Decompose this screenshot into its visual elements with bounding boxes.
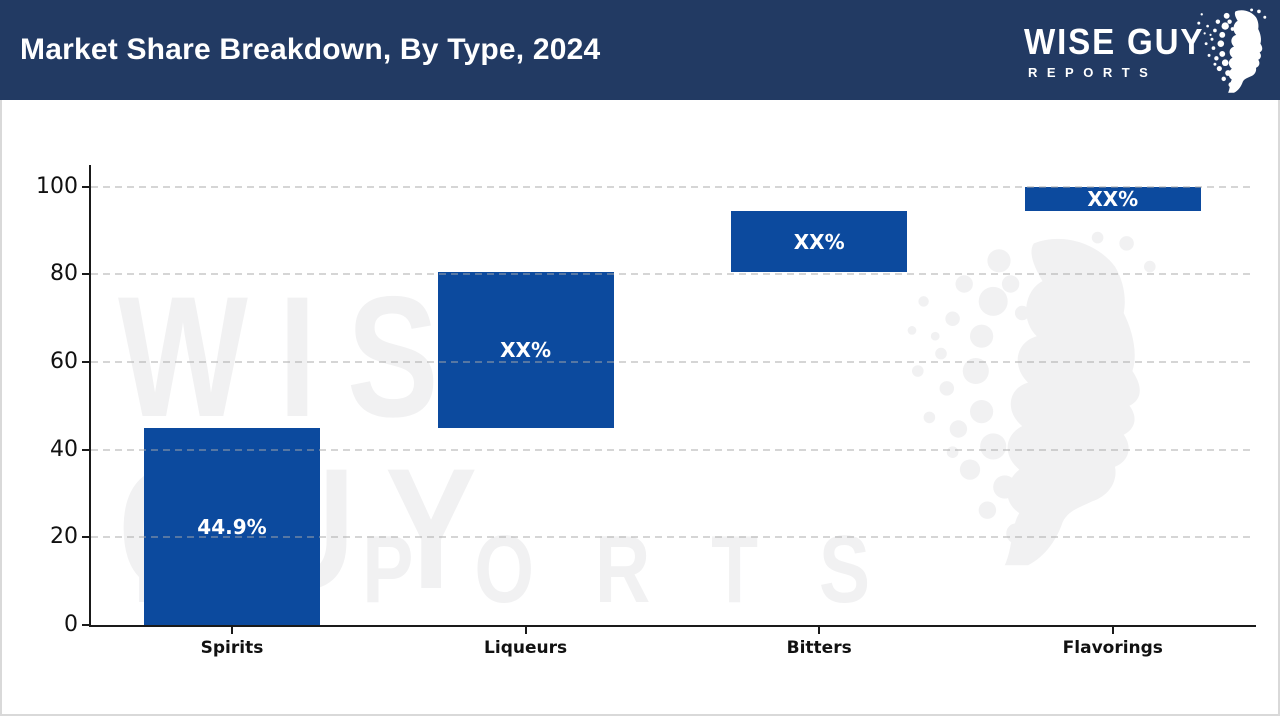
y-axis-line (89, 165, 91, 627)
gridline-20 (91, 536, 1255, 539)
wise-guy-head-icon (1196, 7, 1272, 95)
chart-card: WISE GUY REPORTS 02040608010044.9%Spirit… (0, 100, 1280, 716)
page-title: Market Share Breakdown, By Type, 2024 (20, 33, 601, 66)
y-tick-20 (82, 536, 89, 539)
gridline-40 (91, 448, 1255, 451)
y-tick-label-0: 0 (64, 612, 78, 637)
y-tick-label-40: 40 (50, 436, 78, 462)
bar-value-label: XX% (1087, 186, 1139, 211)
header-bar: Market Share Breakdown, By Type, 2024 WI… (0, 0, 1280, 100)
bar-bitters (731, 211, 908, 272)
bar-liqueurs (437, 271, 614, 429)
x-tick-liqueurs (524, 627, 527, 634)
bar-value-label: XX% (500, 337, 552, 362)
x-tick-flavorings (1111, 627, 1114, 634)
y-tick-0 (82, 624, 89, 626)
gridline-100 (91, 185, 1255, 188)
waterfall-chart: 0 20 40 60 80 100 44.9% Spirits XX% Liqueurs XX% Bi… (2, 100, 1278, 714)
bar-spirits (144, 428, 320, 625)
x-tick-bitters (818, 627, 821, 634)
x-tick-label-liqueurs: Liqueurs (484, 638, 568, 658)
wise-guy-logo: WISE GUY REPORTS (1002, 4, 1274, 96)
x-tick-label-bitters: Bitters (786, 638, 852, 658)
x-tick-label-flavorings: Flavorings (1062, 638, 1163, 658)
bar-flavorings (1024, 186, 1201, 212)
y-tick-40 (82, 448, 89, 451)
logo-subtitle: REPORTS (1028, 65, 1158, 80)
bar-value-label: XX% (793, 229, 845, 254)
gridline-60 (91, 360, 1255, 363)
y-tick-label-60: 60 (50, 348, 78, 374)
y-tick-100 (82, 185, 89, 188)
y-tick-80 (82, 273, 89, 276)
y-tick-label-20: 20 (50, 524, 78, 550)
y-tick-label-100: 100 (36, 173, 78, 199)
gridline-80 (91, 273, 1255, 276)
x-axis-line (89, 625, 1256, 627)
logo-wordmark: WISE GUY (1024, 21, 1205, 62)
bar-value-label: 44.9% (197, 514, 267, 539)
y-tick-label-80: 80 (50, 261, 78, 287)
y-tick-60 (82, 360, 89, 363)
x-tick-spirits (231, 627, 233, 634)
x-tick-label-spirits: Spirits (200, 638, 264, 658)
